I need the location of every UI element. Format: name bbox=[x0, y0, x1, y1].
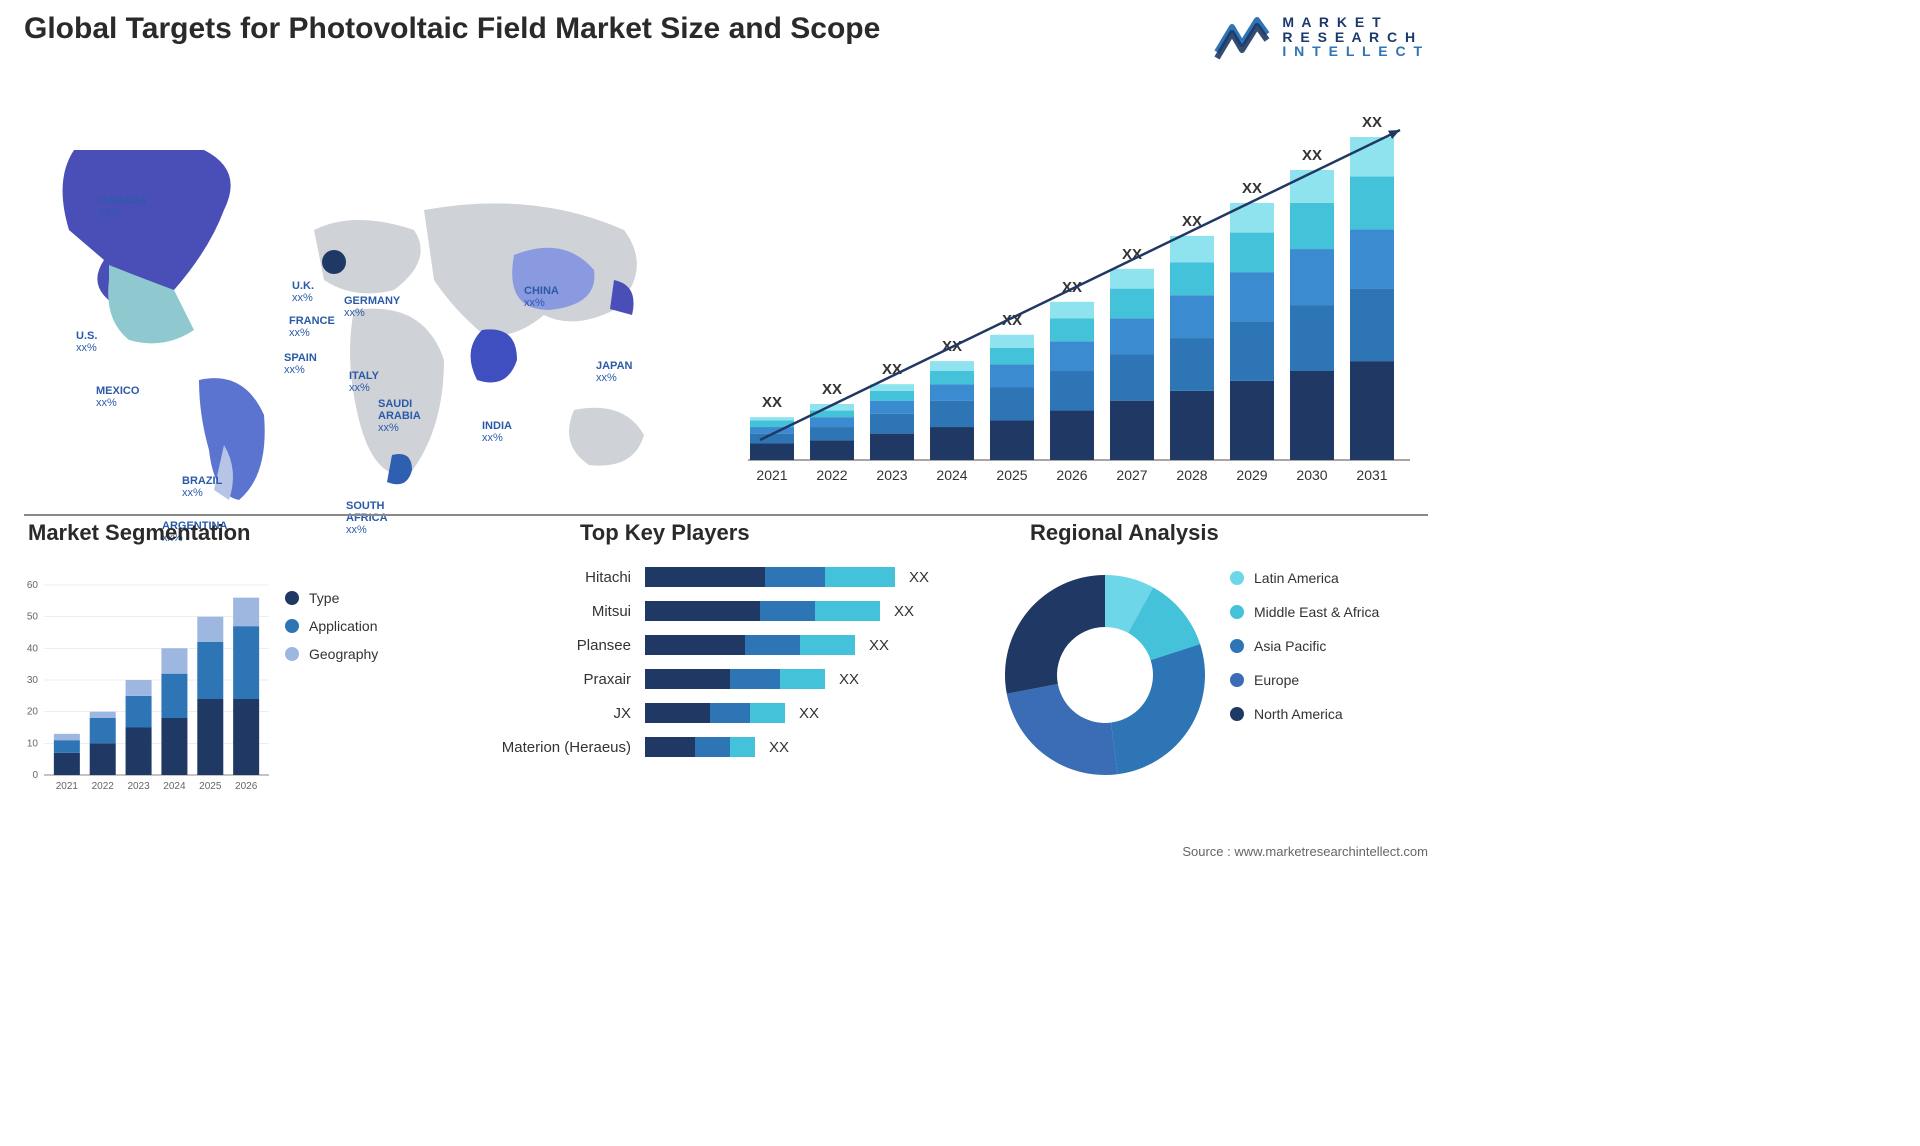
brand-mark-icon bbox=[1212, 12, 1272, 62]
svg-text:0: 0 bbox=[32, 770, 38, 781]
svg-text:2025: 2025 bbox=[996, 467, 1027, 483]
players-chart: HitachiXXMitsuiXXPlanseeXXPraxairXXJXXXM… bbox=[466, 565, 961, 769]
world-map: CANADAxx%U.S.xx%MEXICOxx%BRAZILxx%ARGENT… bbox=[14, 80, 714, 500]
player-name: Plansee bbox=[466, 637, 645, 654]
map-label: GERMANYxx% bbox=[344, 295, 400, 319]
brand-logo: M A R K E T R E S E A R C H I N T E L L … bbox=[1212, 12, 1424, 62]
player-value: XX bbox=[894, 603, 914, 620]
svg-text:2031: 2031 bbox=[1356, 467, 1387, 483]
map-label: SPAINxx% bbox=[284, 352, 317, 376]
svg-text:XX: XX bbox=[762, 394, 782, 411]
player-value: XX bbox=[769, 739, 789, 756]
regional-legend: Latin America Middle East & Africa Asia Pa… bbox=[1230, 570, 1379, 740]
svg-text:XX: XX bbox=[1362, 114, 1382, 131]
svg-text:XX: XX bbox=[1302, 147, 1322, 164]
svg-text:2029: 2029 bbox=[1236, 467, 1267, 483]
map-label: CHINAxx% bbox=[524, 285, 559, 309]
svg-text:50: 50 bbox=[27, 612, 39, 623]
legend-item: Middle East & Africa bbox=[1230, 604, 1379, 620]
player-name: JX bbox=[466, 705, 645, 722]
brand-line-2: R E S E A R C H bbox=[1282, 30, 1424, 45]
svg-text:2030: 2030 bbox=[1296, 467, 1327, 483]
svg-text:10: 10 bbox=[27, 738, 39, 749]
source-text: Source : www.marketresearchintellect.com bbox=[1182, 844, 1428, 859]
regional-title: Regional Analysis bbox=[1030, 520, 1219, 546]
segmentation-legend: Type Application Geography bbox=[285, 590, 378, 674]
svg-text:2022: 2022 bbox=[92, 781, 115, 792]
svg-text:20: 20 bbox=[27, 707, 39, 718]
svg-text:2026: 2026 bbox=[235, 781, 258, 792]
svg-text:2021: 2021 bbox=[56, 781, 79, 792]
map-label: FRANCExx% bbox=[289, 315, 335, 339]
page-title: Global Targets for Photovoltaic Field Ma… bbox=[24, 12, 880, 46]
continent-oc bbox=[569, 408, 644, 466]
map-label: ITALYxx% bbox=[349, 370, 379, 394]
player-name: Materion (Heraeus) bbox=[466, 739, 645, 756]
brand-line-3: I N T E L L E C T bbox=[1282, 44, 1424, 59]
svg-text:40: 40 bbox=[27, 643, 39, 654]
map-label: INDIAxx% bbox=[482, 420, 512, 444]
player-name: Mitsui bbox=[466, 603, 645, 620]
player-row: Praxair XX bbox=[466, 667, 961, 691]
svg-text:2023: 2023 bbox=[876, 467, 907, 483]
regional-donut bbox=[985, 555, 1225, 795]
svg-text:2022: 2022 bbox=[816, 467, 847, 483]
player-value: XX bbox=[799, 705, 819, 722]
svg-text:2021: 2021 bbox=[756, 467, 787, 483]
svg-text:2024: 2024 bbox=[163, 781, 186, 792]
svg-text:30: 30 bbox=[27, 675, 39, 686]
forecast-chart: XX2021XX2022XX2023XX2024XX2025XX2026XX20… bbox=[730, 90, 1430, 500]
brand-line-1: M A R K E T bbox=[1282, 15, 1424, 30]
legend-item: Europe bbox=[1230, 672, 1379, 688]
segmentation-chart: 0 10 20 30 40 50 60 2021 2022 2023 2024 2025 2026 bbox=[16, 555, 276, 805]
map-label: SOUTHAFRICAxx% bbox=[346, 500, 388, 536]
legend-item: Asia Pacific bbox=[1230, 638, 1379, 654]
player-value: XX bbox=[909, 569, 929, 586]
map-label: SAUDIARABIAxx% bbox=[378, 398, 421, 434]
player-name: Praxair bbox=[466, 671, 645, 688]
divider bbox=[24, 514, 1428, 516]
svg-text:2023: 2023 bbox=[127, 781, 150, 792]
svg-text:2026: 2026 bbox=[1056, 467, 1087, 483]
legend-item: North America bbox=[1230, 706, 1379, 722]
legend-item: Latin America bbox=[1230, 570, 1379, 586]
player-value: XX bbox=[869, 637, 889, 654]
svg-text:XX: XX bbox=[1242, 180, 1262, 197]
player-name: Hitachi bbox=[466, 569, 645, 586]
svg-text:2027: 2027 bbox=[1116, 467, 1147, 483]
legend-item: Geography bbox=[285, 646, 378, 662]
svg-text:60: 60 bbox=[27, 580, 39, 591]
segmentation-title: Market Segmentation bbox=[28, 520, 251, 546]
map-label: U.K.xx% bbox=[292, 280, 314, 304]
svg-text:XX: XX bbox=[822, 381, 842, 398]
legend-item: Type bbox=[285, 590, 378, 606]
player-row: JX XX bbox=[466, 701, 961, 725]
map-label: CANADAxx% bbox=[99, 195, 147, 219]
map-label: MEXICOxx% bbox=[96, 385, 139, 409]
map-label: BRAZILxx% bbox=[182, 475, 222, 499]
svg-text:2025: 2025 bbox=[199, 781, 222, 792]
player-row: Materion (Heraeus) XX bbox=[466, 735, 961, 759]
map-label: U.S.xx% bbox=[76, 330, 97, 354]
players-title: Top Key Players bbox=[580, 520, 750, 546]
player-row: Mitsui XX bbox=[466, 599, 961, 623]
player-value: XX bbox=[839, 671, 859, 688]
svg-text:2024: 2024 bbox=[936, 467, 967, 483]
player-row: Hitachi XX bbox=[466, 565, 961, 589]
player-row: Plansee XX bbox=[466, 633, 961, 657]
map-label: JAPANxx% bbox=[596, 360, 632, 384]
legend-item: Application bbox=[285, 618, 378, 634]
svg-text:2028: 2028 bbox=[1176, 467, 1207, 483]
